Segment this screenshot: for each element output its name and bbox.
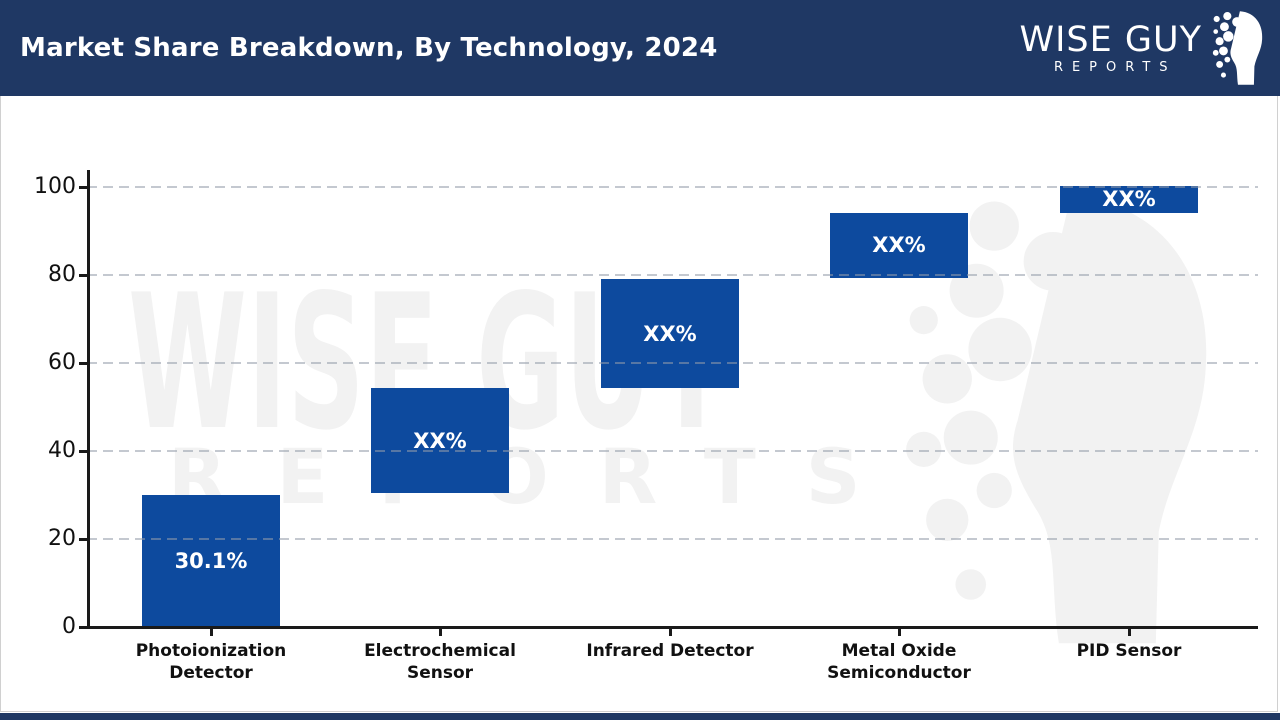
page-title: Market Share Breakdown, By Technology, 2… (20, 33, 718, 63)
y-tick-label-80: 80 (48, 262, 76, 287)
x-category-label-1: Electrochemical Sensor (364, 641, 516, 683)
y-tick-mark-100 (79, 186, 87, 189)
gridline-60 (87, 362, 1258, 364)
x-category-label-4: PID Sensor (1076, 641, 1182, 661)
y-tick-label-100: 100 (34, 174, 76, 199)
bar-3 (830, 212, 968, 279)
gridline-40 (87, 450, 1258, 452)
gridline-100 (87, 186, 1258, 188)
gridline-20 (87, 538, 1258, 540)
gridline-80 (87, 274, 1258, 276)
y-tick-label-60: 60 (48, 350, 76, 375)
y-tick-mark-20 (79, 538, 87, 541)
bar-value-label-3: XX% (872, 233, 926, 258)
x-category-label-2: Infrared Detector (586, 641, 754, 661)
bar-value-label-0: 30.1% (174, 548, 248, 573)
brand-logo: WISE GUY REPORTS (1019, 9, 1266, 87)
y-axis-spine (87, 170, 90, 629)
bar-2 (601, 278, 739, 389)
x-tick-mark-2 (669, 628, 672, 636)
header-bar: Market Share Breakdown, By Technology, 2… (0, 0, 1280, 96)
brand-logo-text: WISE GUY REPORTS (1019, 22, 1202, 75)
x-tick-mark-1 (439, 628, 442, 636)
x-category-label-3: Metal Oxide Semiconductor (827, 641, 971, 683)
x-tick-mark-4 (1128, 628, 1131, 636)
bar-value-label-1: XX% (413, 428, 467, 453)
brand-name: WISE GUY (1019, 19, 1202, 60)
y-tick-mark-60 (79, 362, 87, 365)
y-tick-label-20: 20 (48, 526, 76, 551)
bar-1 (371, 388, 509, 494)
logo-face-icon (1212, 11, 1263, 85)
brand-subname: REPORTS (1053, 59, 1177, 75)
y-tick-label-40: 40 (48, 438, 76, 463)
x-category-label-0: Photoionization Detector (135, 641, 287, 683)
bar-value-label-4: XX% (1102, 187, 1156, 212)
y-tick-label-0: 0 (62, 614, 76, 639)
x-tick-mark-3 (898, 628, 901, 636)
y-tick-mark-40 (79, 450, 87, 453)
bar-0 (142, 494, 280, 627)
y-tick-mark-0 (79, 626, 87, 629)
x-tick-mark-0 (210, 628, 213, 636)
footer-bar (0, 713, 1280, 720)
bar-value-label-2: XX% (643, 321, 697, 346)
x-axis-spine (87, 626, 1258, 629)
y-tick-mark-80 (79, 274, 87, 277)
bar-4 (1060, 185, 1198, 213)
